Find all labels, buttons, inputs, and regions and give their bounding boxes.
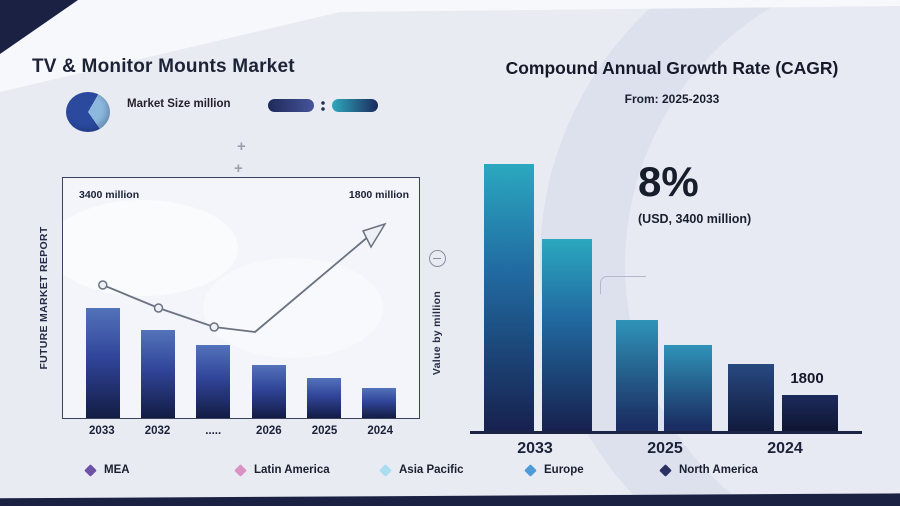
page-title: TV & Monitor Mounts Market [32,56,295,77]
plus-decoration-icon: + [234,160,243,177]
x-tick-2025: 2025 [311,425,338,437]
max-value-annotation: 3400 million [79,189,140,201]
teal-pill-icon [332,99,378,112]
diamond-icon [234,463,247,477]
cagr-value: 8% [638,158,699,205]
x-tick-2024: 2024 [767,440,803,457]
bar-intermediate-years [196,345,231,418]
legend-item-europe: Europe [524,463,584,477]
x-tick-ellipsis: ..... [205,425,222,437]
bar-2025-series2 [664,345,712,431]
plus-decoration-icon: + [237,138,246,155]
cagr-note: (USD, 3400 million) [638,212,752,226]
legend-label: Europe [544,464,584,476]
legend-item-mea: MEA [84,463,130,477]
ratio-pills [268,99,378,112]
cagr-title: Compound Annual Growth Rate (CAGR) [505,58,839,78]
bracket-decoration [600,276,646,294]
diamond-icon [379,463,392,477]
left-chart-x-axis: 2033 2032 ..... 2026 2025 2024 [62,425,420,437]
x-tick-2033: 2033 [517,440,553,457]
x-tick-2032: 2032 [144,425,171,437]
bar-2024-series1 [728,364,774,431]
bar-2033 [85,308,120,418]
legend-item-north-america: North America [659,463,758,477]
minus-circle-icon [429,250,446,267]
bar-2032 [140,330,175,418]
bar-2026 [251,365,286,418]
pie-chart-icon [66,92,110,132]
legend-item-latin-america: Latin America [234,463,330,477]
legend-label: Asia Pacific [399,464,464,476]
bar-2033-series2 [542,239,592,431]
bar-2025-series1 [616,320,658,431]
x-tick-2024: 2024 [367,425,393,437]
diamond-icon [84,463,97,477]
market-trend-chart: 3400 million 1800 million [62,177,420,419]
bar-2033-series1 [484,164,534,431]
right-chart-y-axis-label: Value by million [431,290,443,376]
legend-label: North America [679,464,758,476]
legend-item-asia-pacific: Asia Pacific [379,463,464,477]
diamond-icon [659,463,672,477]
legend-label: Latin America [254,464,330,476]
market-size-label: Market Size million [127,98,231,110]
bar-2024-series2 [782,395,838,431]
left-chart-bars [63,178,419,418]
cagr-subtitle: From: 2025-2033 [624,92,720,106]
bar-2024 [362,388,397,418]
left-chart-y-axis-label: FUTURE MARKET REPORT [38,226,50,370]
bar-2025 [306,378,341,418]
x-tick-2033: 2033 [89,425,115,437]
legend-label: MEA [104,464,130,476]
x-axis-line [470,431,862,434]
navy-pill-icon [268,99,314,112]
cagr-chart: 2033 2025 2024 1800 [470,158,862,457]
x-tick-2025: 2025 [647,440,683,457]
min-value-annotation: 1800 million [348,189,409,201]
x-tick-2026: 2026 [256,425,282,437]
value-annotation-1800: 1800 [790,370,824,387]
colon-separator-icon [321,99,325,112]
diamond-icon [524,463,537,477]
